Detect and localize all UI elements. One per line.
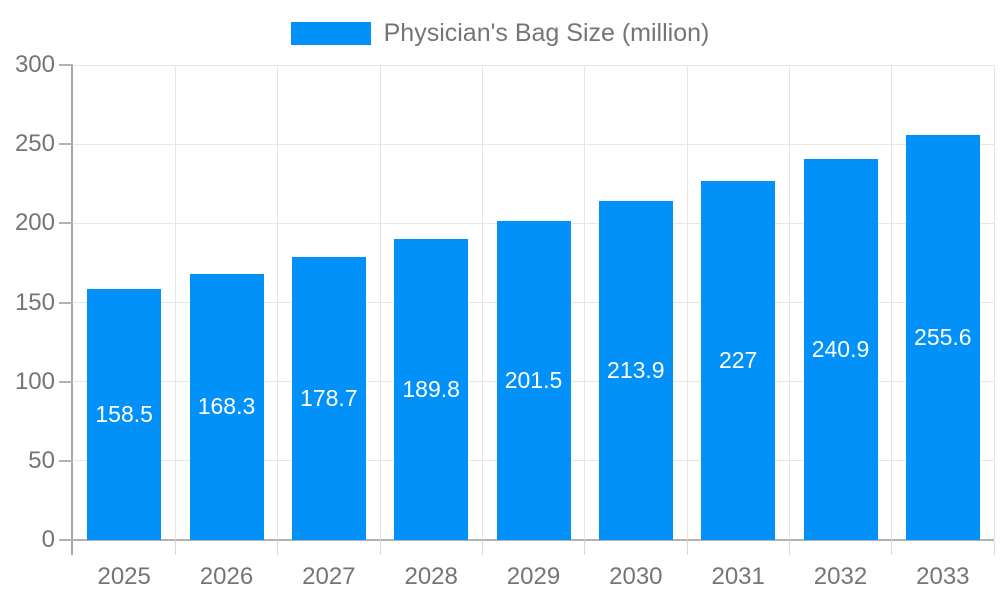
x-axis-tick [788, 541, 790, 555]
bar-2033[interactable]: 255.6 [905, 135, 980, 540]
y-axis-line [71, 65, 73, 555]
x-axis-baseline [73, 539, 994, 541]
x-gridline [379, 65, 381, 540]
y-axis-tick [59, 222, 73, 225]
y-axis-tick [59, 459, 73, 462]
y-axis-tick [59, 143, 73, 146]
y-axis-tick [59, 539, 73, 541]
legend-swatch [290, 21, 371, 45]
x-axis-tick [481, 541, 483, 555]
x-gridline [277, 65, 279, 540]
bar-value-label: 178.7 [300, 385, 358, 412]
legend[interactable]: Physician's Bag Size (million) [0, 20, 1000, 46]
bar-value-label: 158.5 [95, 401, 153, 428]
x-gridline [481, 65, 483, 540]
bar-value-label: 201.5 [504, 366, 563, 393]
x-tick-label: 2028 [404, 563, 458, 590]
x-axis-tick [584, 541, 586, 555]
y-tick-label: 50 [28, 446, 55, 474]
bar-2028[interactable]: 189.8 [394, 239, 469, 540]
y-tick-label: 250 [14, 130, 55, 158]
x-tick-label: 2031 [711, 563, 765, 590]
y-axis-tick [59, 64, 73, 66]
x-tick-label: 2030 [609, 563, 663, 590]
bar-2026[interactable]: 168.3 [189, 273, 264, 540]
bar-value-label: 213.9 [607, 357, 665, 384]
plot-area: 158.5 168.3 178.7 189.8 201.5 213.9 227 240.9 25… [73, 64, 995, 540]
bar-2030[interactable]: 213.9 [598, 201, 673, 540]
x-tick-label: 2026 [199, 563, 254, 590]
x-tick-label: 2027 [302, 563, 356, 590]
x-tick-label: 2025 [97, 563, 151, 590]
bar-2027[interactable]: 178.7 [291, 257, 366, 540]
bar-value-label: 227 [718, 346, 758, 373]
bar-value-label: 168.3 [197, 393, 256, 420]
y-tick-label: 150 [14, 288, 55, 316]
x-gridline [788, 65, 790, 540]
x-gridline [584, 65, 586, 540]
x-axis-tick [277, 541, 279, 555]
x-gridline [891, 65, 893, 540]
x-axis-tick [686, 541, 688, 555]
y-axis-tick [59, 380, 73, 383]
bar-2029[interactable]: 201.5 [496, 220, 571, 540]
x-gridline [686, 65, 688, 540]
y-gridline [73, 143, 994, 145]
y-tick-label: 100 [14, 367, 55, 395]
y-gridline [73, 64, 994, 66]
y-tick-label: 200 [14, 209, 55, 237]
x-gridline [993, 65, 995, 540]
x-tick-label: 2029 [506, 563, 561, 590]
x-axis-tick [891, 541, 893, 555]
x-axis-tick [174, 541, 176, 555]
y-tick-label: 0 [41, 526, 55, 553]
y-axis-tick [59, 301, 73, 304]
x-tick-label: 2032 [813, 563, 868, 590]
x-axis-tick [379, 541, 381, 555]
bar-2025[interactable]: 158.5 [87, 289, 162, 540]
bar-value-label: 255.6 [914, 324, 972, 351]
bar-value-label: 189.8 [402, 376, 460, 403]
bar-value-label: 240.9 [811, 335, 870, 362]
x-tick-label: 2033 [916, 563, 970, 590]
x-gridline [174, 65, 176, 540]
legend-label: Physician's Bag Size (million) [383, 19, 710, 47]
bar-2031[interactable]: 227 [701, 180, 776, 540]
bar-2032[interactable]: 240.9 [803, 158, 878, 540]
y-tick-label: 300 [14, 51, 55, 78]
x-axis-tick [993, 541, 995, 555]
